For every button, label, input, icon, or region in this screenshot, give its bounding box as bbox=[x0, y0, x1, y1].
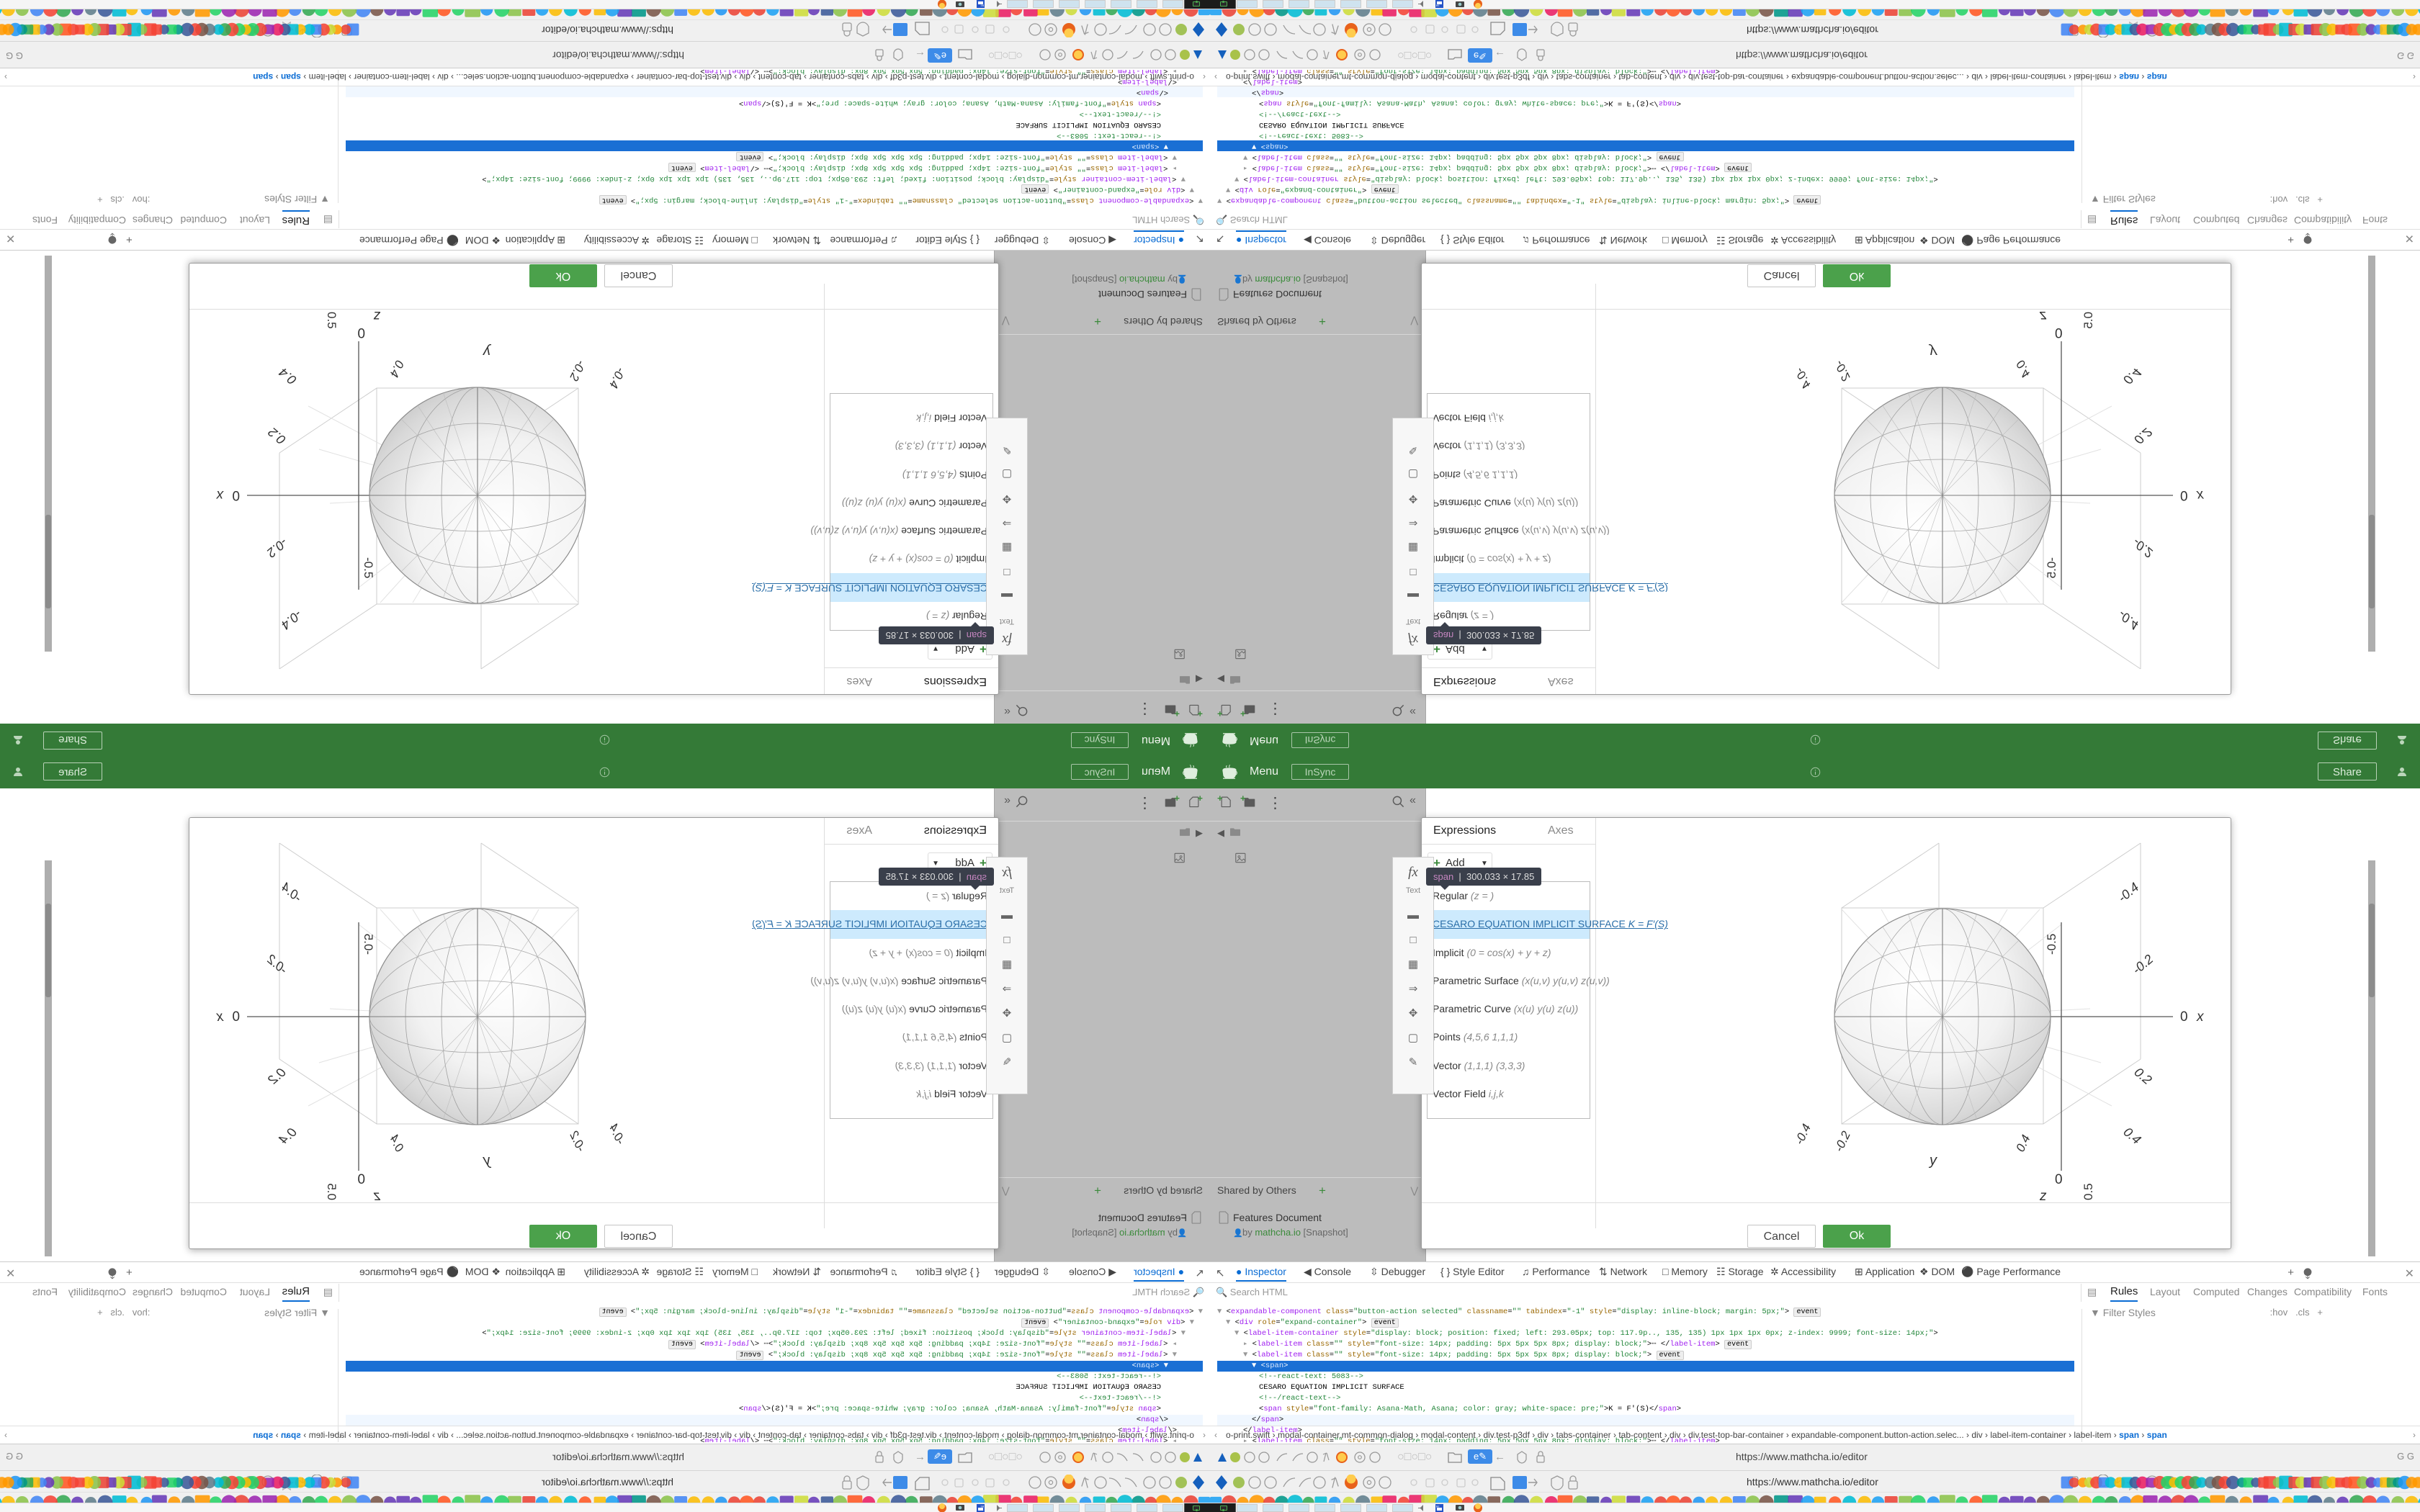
svg-text:-0.4: -0.4 bbox=[1792, 365, 1814, 390]
svg-text:0.4: 0.4 bbox=[2013, 1133, 2033, 1153]
svg-text:z: z bbox=[2039, 310, 2047, 323]
svg-text:-0.2: -0.2 bbox=[264, 535, 291, 560]
svg-text:-0.2: -0.2 bbox=[567, 1129, 588, 1154]
svg-text:Bd: Bd bbox=[981, 4, 984, 7]
svg-text:-0.5: -0.5 bbox=[362, 557, 375, 578]
svg-text:0: 0 bbox=[232, 1009, 240, 1025]
svg-text:0.5: 0.5 bbox=[2081, 312, 2095, 329]
svg-text:-0.4: -0.4 bbox=[2115, 607, 2142, 632]
svg-text:0: 0 bbox=[357, 325, 365, 340]
svg-text:-0.2: -0.2 bbox=[264, 952, 291, 977]
svg-text:-0.2: -0.2 bbox=[1832, 1129, 1853, 1154]
svg-text:x: x bbox=[215, 487, 224, 503]
svg-text:z: z bbox=[373, 1189, 381, 1202]
svg-text:-0.5: -0.5 bbox=[362, 934, 375, 955]
svg-text:-0.4: -0.4 bbox=[606, 1122, 628, 1147]
svg-text:0.2: 0.2 bbox=[266, 425, 289, 447]
svg-text:-0.4: -0.4 bbox=[279, 607, 305, 632]
svg-text:0.4: 0.4 bbox=[387, 358, 406, 379]
svg-text:y: y bbox=[483, 343, 492, 359]
svg-text:0.4: 0.4 bbox=[2120, 365, 2143, 387]
svg-text:0: 0 bbox=[2055, 325, 2063, 340]
svg-text:-0.2: -0.2 bbox=[2130, 952, 2156, 977]
svg-text:0: 0 bbox=[2180, 487, 2188, 503]
svg-text:0.2: 0.2 bbox=[2131, 1065, 2154, 1087]
svg-text:Bd: Bd bbox=[1436, 1506, 1439, 1508]
svg-text:-0.4: -0.4 bbox=[606, 365, 628, 390]
svg-text:-0.5: -0.5 bbox=[2045, 557, 2058, 578]
svg-text:x: x bbox=[2196, 1009, 2205, 1025]
svg-text:-0.4: -0.4 bbox=[279, 880, 305, 905]
svg-text:0.4: 0.4 bbox=[277, 1125, 300, 1147]
svg-text:x: x bbox=[215, 1009, 224, 1025]
svg-text:0.2: 0.2 bbox=[266, 1065, 289, 1087]
svg-text:x: x bbox=[2196, 487, 2205, 503]
svg-text:0: 0 bbox=[357, 1172, 365, 1187]
svg-text:0.4: 0.4 bbox=[277, 365, 300, 387]
svg-text:y: y bbox=[1928, 343, 1937, 359]
svg-text:Bd: Bd bbox=[981, 1506, 984, 1508]
svg-text:0.4: 0.4 bbox=[2013, 358, 2033, 379]
svg-text:-0.2: -0.2 bbox=[1832, 358, 1853, 383]
svg-text:Bd: Bd bbox=[1436, 4, 1439, 7]
svg-text:0: 0 bbox=[232, 487, 240, 503]
svg-text:0.4: 0.4 bbox=[387, 1133, 406, 1153]
svg-text:0.5: 0.5 bbox=[325, 1183, 339, 1200]
svg-text:0.4: 0.4 bbox=[2120, 1125, 2143, 1147]
svg-text:0.5: 0.5 bbox=[325, 312, 339, 329]
svg-text:y: y bbox=[483, 1153, 492, 1169]
svg-text:0: 0 bbox=[2055, 1172, 2063, 1187]
svg-text:-0.4: -0.4 bbox=[2115, 880, 2142, 905]
svg-text:z: z bbox=[2039, 1189, 2047, 1202]
svg-text:-0.2: -0.2 bbox=[567, 358, 588, 383]
svg-text:-0.2: -0.2 bbox=[2130, 535, 2156, 560]
svg-text:-0.5: -0.5 bbox=[2045, 934, 2058, 955]
svg-text:y: y bbox=[1928, 1153, 1937, 1169]
svg-text:0: 0 bbox=[2180, 1009, 2188, 1025]
svg-text:0.2: 0.2 bbox=[2131, 425, 2154, 447]
svg-text:-0.4: -0.4 bbox=[1792, 1122, 1814, 1147]
svg-text:z: z bbox=[373, 310, 381, 323]
svg-text:0.5: 0.5 bbox=[2081, 1183, 2095, 1200]
